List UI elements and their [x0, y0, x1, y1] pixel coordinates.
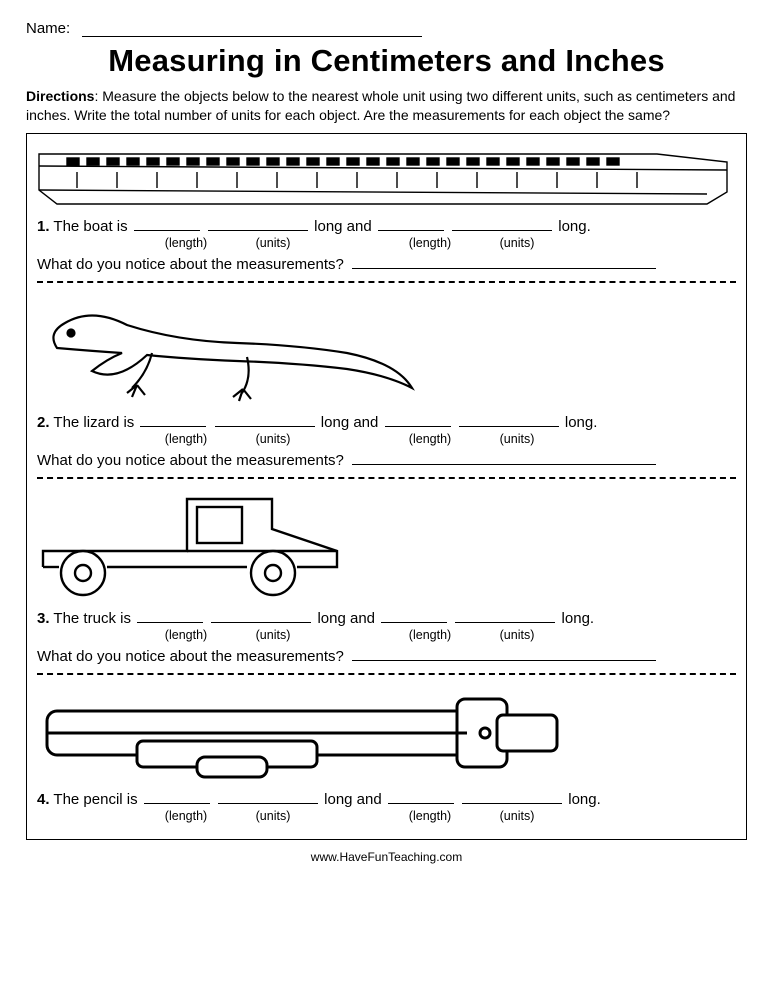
- q2-notice-blank[interactable]: [352, 464, 656, 465]
- truck-image: [37, 489, 736, 604]
- q3-length1-blank[interactable]: [137, 622, 203, 623]
- q3-units2-blank[interactable]: [455, 622, 555, 623]
- q3-line: 3. The truck is long and long.: [37, 610, 736, 627]
- q1-notice-blank[interactable]: [352, 268, 656, 269]
- page-title: Measuring in Centimeters and Inches: [26, 43, 747, 79]
- q3-sublabels: (length)(units)(length)(units): [37, 628, 736, 642]
- q2-units1-blank[interactable]: [215, 426, 315, 427]
- q1-length1-blank[interactable]: [134, 230, 200, 231]
- directions: Directions: Measure the objects below to…: [26, 87, 747, 125]
- q2-units2-blank[interactable]: [459, 426, 559, 427]
- name-label: Name:: [26, 20, 70, 37]
- question-3: 3. The truck is long and long. (length)(…: [37, 483, 736, 665]
- footer: www.HaveFunTeaching.com: [26, 850, 747, 864]
- q1-units2-blank[interactable]: [452, 230, 552, 231]
- worksheet-box: 1. The boat is long and long. (length)(u…: [26, 133, 747, 840]
- q4-length2-blank[interactable]: [388, 803, 454, 804]
- q1-longend: long.: [558, 218, 591, 235]
- divider-1: [37, 281, 736, 283]
- q1-sublabels: (length)(units)(length)(units): [37, 236, 736, 250]
- divider-2: [37, 477, 736, 479]
- q2-length1-blank[interactable]: [140, 426, 206, 427]
- q4-sublabels: (length)(units)(length)(units): [37, 809, 736, 823]
- q4-subject: The pencil is: [53, 791, 137, 808]
- pencil-image: [37, 685, 736, 785]
- q2-notice: What do you notice about the measurement…: [37, 452, 736, 469]
- q1-subject: The boat is: [53, 218, 127, 235]
- q1-num: 1.: [37, 218, 50, 235]
- q3-notice-blank[interactable]: [352, 660, 656, 661]
- q4-units2-blank[interactable]: [462, 803, 562, 804]
- q3-num: 3.: [37, 610, 50, 627]
- name-row: Name:: [26, 20, 747, 37]
- question-2: 2. The lizard is long and long. (length)…: [37, 287, 736, 469]
- question-4: 4. The pencil is long and long. (length)…: [37, 679, 736, 823]
- q4-line: 4. The pencil is long and long.: [37, 791, 736, 808]
- q2-line: 2. The lizard is long and long.: [37, 414, 736, 431]
- divider-3: [37, 673, 736, 675]
- q1-length2-blank[interactable]: [378, 230, 444, 231]
- lizard-image: [37, 293, 736, 408]
- q1-notice: What do you notice about the measurement…: [37, 256, 736, 273]
- q3-units1-blank[interactable]: [211, 622, 311, 623]
- q1-units1-blank[interactable]: [208, 230, 308, 231]
- q3-subject: The truck is: [53, 610, 131, 627]
- q4-units1-blank[interactable]: [218, 803, 318, 804]
- q4-length1-blank[interactable]: [144, 803, 210, 804]
- q2-num: 2.: [37, 414, 50, 431]
- directions-text: : Measure the objects below to the neare…: [26, 88, 735, 123]
- name-blank[interactable]: [82, 36, 422, 37]
- q3-notice: What do you notice about the measurement…: [37, 648, 736, 665]
- q4-num: 4.: [37, 791, 50, 808]
- q2-subject: The lizard is: [53, 414, 134, 431]
- boat-image: [37, 144, 736, 212]
- directions-label: Directions: [26, 88, 94, 104]
- q1-longand: long and: [314, 218, 372, 235]
- q2-sublabels: (length)(units)(length)(units): [37, 432, 736, 446]
- q2-length2-blank[interactable]: [385, 426, 451, 427]
- q1-line: 1. The boat is long and long.: [37, 218, 736, 235]
- question-1: 1. The boat is long and long. (length)(u…: [37, 138, 736, 273]
- q3-length2-blank[interactable]: [381, 622, 447, 623]
